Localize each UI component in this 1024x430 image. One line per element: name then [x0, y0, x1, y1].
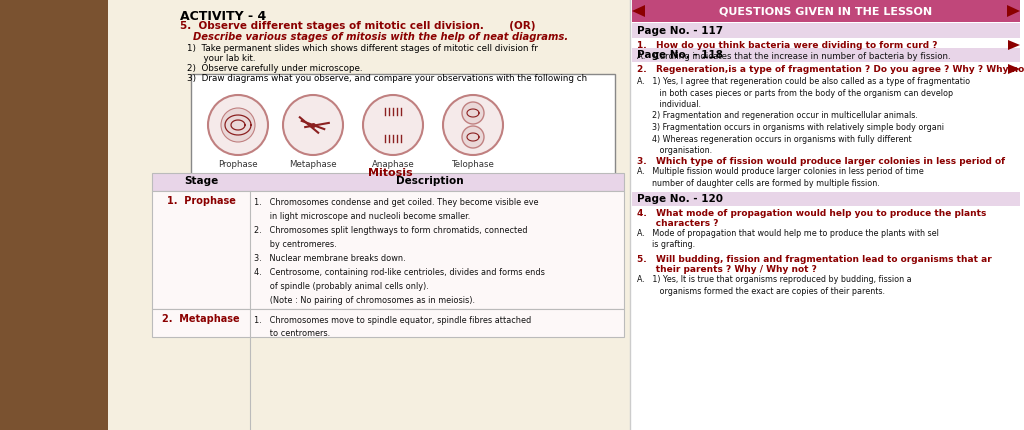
Text: 2.   Chromosomes split lengthways to form chromatids, connected: 2. Chromosomes split lengthways to form … [254, 225, 527, 234]
Circle shape [462, 127, 484, 149]
Text: 2)  Observe carefully under microscope.: 2) Observe carefully under microscope. [187, 64, 362, 73]
Text: 3) Fragmentation occurs in organisms with relatively simple body organi: 3) Fragmentation occurs in organisms wit… [637, 123, 944, 132]
Text: A.   1) Yes, I agree that regeneration could be also called as a type of fragmen: A. 1) Yes, I agree that regeneration cou… [637, 77, 970, 86]
Text: 5.   Will budding, fission and fragmentation lead to organisms that ar: 5. Will budding, fission and fragmentati… [637, 254, 992, 263]
Text: A.   1) Yes, It is true that organisms reproduced by budding, fission a: A. 1) Yes, It is true that organisms rep… [637, 275, 911, 284]
Text: (Note : No pairing of chromosomes as in meiosis).: (Note : No pairing of chromosomes as in … [254, 295, 475, 304]
Polygon shape [1008, 65, 1020, 75]
Text: your lab kit.: your lab kit. [187, 54, 256, 63]
Text: characters ?: characters ? [637, 218, 719, 227]
Text: by centromeres.: by centromeres. [254, 240, 337, 249]
FancyBboxPatch shape [632, 24, 1020, 39]
Circle shape [208, 96, 268, 156]
Text: A.   Multiple fission would produce larger colonies in less period of time: A. Multiple fission would produce larger… [637, 167, 924, 176]
Text: 2.   Regeneration,is a type of fragmentation ? Do you agree ? Why ? Why no: 2. Regeneration,is a type of fragmentati… [637, 65, 1024, 74]
Text: organisms formed the exact are copies of their parents.: organisms formed the exact are copies of… [637, 286, 885, 295]
Text: 1.  Prophase: 1. Prophase [167, 196, 236, 206]
Text: Page No. - 118: Page No. - 118 [637, 50, 723, 60]
Text: is grafting.: is grafting. [637, 240, 695, 249]
FancyBboxPatch shape [191, 75, 615, 175]
Text: 3.   Nuclear membrane breaks down.: 3. Nuclear membrane breaks down. [254, 253, 406, 262]
FancyBboxPatch shape [632, 1, 1020, 23]
Circle shape [283, 96, 343, 156]
Text: Prophase: Prophase [218, 160, 258, 169]
Text: Anaphase: Anaphase [372, 160, 415, 169]
FancyBboxPatch shape [632, 192, 1020, 206]
Text: 5.  Observe different stages of mitotic cell division.       (OR): 5. Observe different stages of mitotic c… [180, 21, 536, 31]
Polygon shape [1008, 41, 1020, 51]
FancyBboxPatch shape [108, 0, 630, 430]
Text: 2) Fragmentation and regeneration occur in multicellular animals.: 2) Fragmentation and regeneration occur … [637, 111, 918, 120]
Text: in both cases pieces or parts from the body of the organism can develop: in both cases pieces or parts from the b… [637, 88, 953, 97]
Circle shape [221, 109, 255, 143]
Text: 1.   Chromosomes condense and get coiled. They become visible eve: 1. Chromosomes condense and get coiled. … [254, 197, 539, 206]
FancyBboxPatch shape [0, 0, 108, 430]
Text: of spindle (probably animal cells only).: of spindle (probably animal cells only). [254, 281, 429, 290]
Circle shape [362, 96, 423, 156]
Text: number of daughter cells are formed by multiple fission.: number of daughter cells are formed by m… [637, 178, 880, 187]
Polygon shape [1007, 6, 1020, 18]
Polygon shape [632, 6, 645, 18]
Text: Mitosis: Mitosis [368, 168, 413, 178]
Text: Telophase: Telophase [452, 160, 495, 169]
Text: QUESTIONS GIVEN IN THE LESSON: QUESTIONS GIVEN IN THE LESSON [720, 6, 933, 16]
Text: 1.   How do you think bacteria were dividing to form curd ?: 1. How do you think bacteria were dividi… [637, 41, 938, 50]
Text: Metaphase: Metaphase [289, 160, 337, 169]
FancyBboxPatch shape [152, 309, 624, 337]
Text: A.   Mode of propagation that would help me to produce the plants with sel: A. Mode of propagation that would help m… [637, 229, 939, 238]
Text: Page No. - 120: Page No. - 120 [637, 194, 723, 204]
Text: Page No. - 117: Page No. - 117 [637, 26, 723, 36]
Text: 2.  Metaphase: 2. Metaphase [162, 313, 240, 323]
Text: organisation.: organisation. [637, 146, 712, 155]
Circle shape [443, 96, 503, 156]
FancyBboxPatch shape [152, 174, 624, 191]
FancyBboxPatch shape [632, 49, 1020, 63]
Text: individual.: individual. [637, 100, 701, 109]
Text: 4) Whereas regeneration occurs in organisms with fully different: 4) Whereas regeneration occurs in organi… [637, 134, 911, 143]
Text: 1)  Take permanent slides which shows different stages of mitotic cell division : 1) Take permanent slides which shows dif… [187, 44, 538, 53]
Text: Description: Description [396, 175, 464, 186]
Text: A.   Curdling indicates that the increase in number of bacteria by fission.: A. Curdling indicates that the increase … [637, 52, 950, 61]
Text: 3)  Draw diagrams what you observe, and compare your observations with the follo: 3) Draw diagrams what you observe, and c… [187, 74, 587, 83]
Text: Describe various stages of mitosis with the help of neat diagrams.: Describe various stages of mitosis with … [193, 32, 568, 42]
Text: ACTIVITY - 4: ACTIVITY - 4 [180, 10, 266, 23]
Text: 4.   Centrosome, containing rod-like centrioles, divides and forms ends: 4. Centrosome, containing rod-like centr… [254, 267, 545, 276]
Text: 4.   What mode of propagation would help you to produce the plants: 4. What mode of propagation would help y… [637, 208, 986, 217]
Text: 3.   Which type of fission would produce larger colonies in less period of: 3. Which type of fission would produce l… [637, 156, 1006, 165]
Circle shape [462, 103, 484, 125]
Text: Stage: Stage [184, 175, 218, 186]
Text: their parents ? Why / Why not ?: their parents ? Why / Why not ? [637, 264, 817, 273]
Text: 1.   Chromosomes move to spindle equator, spindle fibres attached: 1. Chromosomes move to spindle equator, … [254, 315, 531, 324]
FancyBboxPatch shape [152, 191, 624, 309]
FancyBboxPatch shape [630, 0, 1024, 430]
Text: to centromers.: to centromers. [254, 328, 330, 337]
Text: in light microscope and nucleoli become smaller.: in light microscope and nucleoli become … [254, 212, 470, 221]
